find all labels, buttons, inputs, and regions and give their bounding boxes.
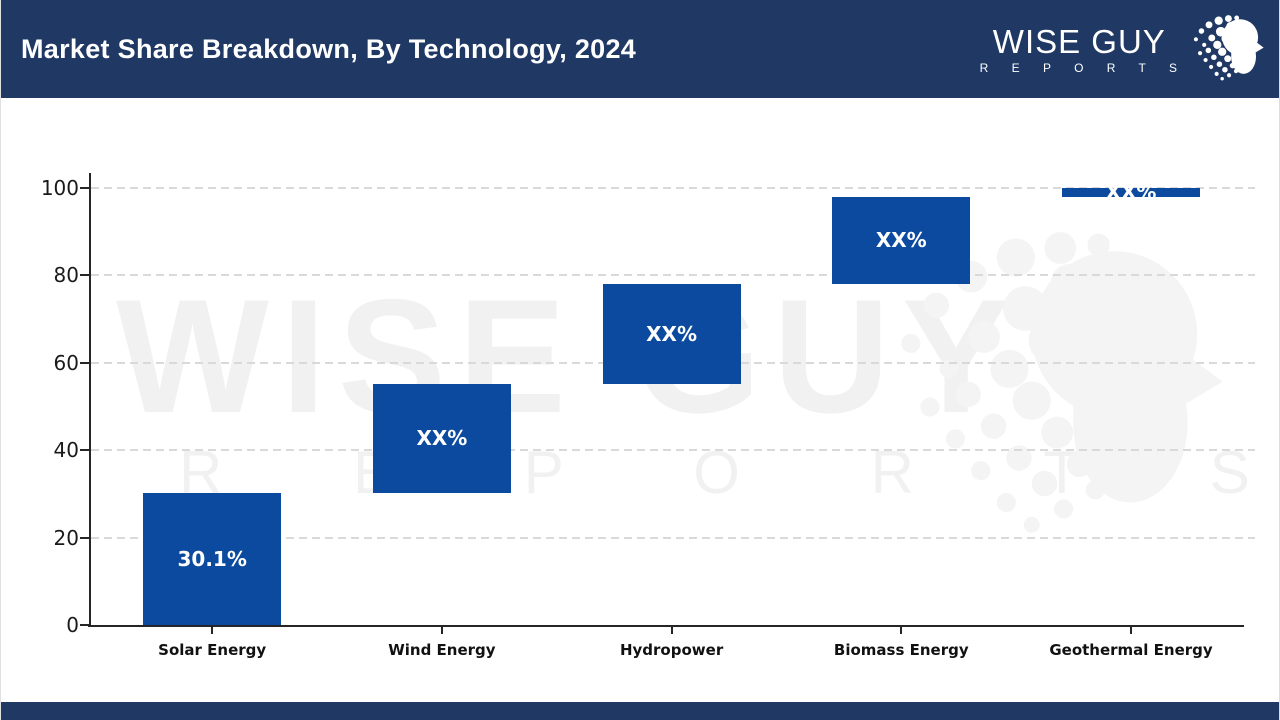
- y-tick-mark: [80, 624, 89, 626]
- y-tick-mark: [80, 536, 89, 539]
- x-tick-mark: [670, 627, 673, 634]
- y-tick-mark: [80, 361, 89, 364]
- brand-logo: WISE GUY R E P O R T S: [972, 13, 1265, 85]
- bar-value-label: 30.1%: [177, 547, 247, 572]
- y-tick-label: 100: [40, 175, 79, 200]
- bar-value-label: XX%: [875, 228, 927, 253]
- x-tick-mark: [1130, 627, 1132, 634]
- face-logo-icon: [1189, 13, 1265, 85]
- bar: XX%: [602, 283, 741, 384]
- y-tick-label: 80: [53, 263, 79, 287]
- x-axis-line: [88, 625, 1244, 627]
- gridline: [91, 274, 1255, 276]
- x-axis-category-label: Hydropower: [619, 641, 724, 659]
- y-tick-mark: [80, 449, 89, 451]
- y-tick-label: 60: [53, 350, 79, 375]
- y-tick-label: 0: [66, 613, 79, 637]
- x-axis-category-label: Geothermal Energy: [1049, 641, 1213, 659]
- bar: XX%: [1062, 182, 1200, 202]
- chart-title: Market Share Breakdown, By Technology, 2…: [21, 33, 637, 64]
- gridline: [91, 536, 1255, 539]
- bar: 30.1%: [143, 493, 282, 625]
- y-tick-mark: [80, 186, 89, 189]
- brand-name: WISE GUY: [992, 22, 1166, 60]
- gridline: [91, 449, 1255, 451]
- x-tick-mark: [900, 627, 903, 634]
- x-axis-category-label: Solar Energy: [158, 641, 267, 659]
- x-axis-category-label: Biomass Energy: [833, 641, 969, 659]
- footer-bar: [1, 702, 1279, 720]
- x-axis-category-label: Wind Energy: [388, 641, 496, 659]
- y-axis-line: [89, 173, 91, 627]
- brand-subtitle: R E P O R T S: [979, 60, 1187, 75]
- bar-value-label: XX%: [1105, 180, 1157, 205]
- header-bar: Market Share Breakdown, By Technology, 2…: [1, 0, 1279, 98]
- x-tick-mark: [440, 627, 443, 634]
- brand-logo-text: WISE GUY R E P O R T S: [972, 25, 1187, 74]
- x-tick-mark: [211, 627, 214, 634]
- gridline: [91, 186, 1255, 189]
- bar: XX%: [372, 383, 511, 494]
- watermark-text: WISE GUY: [116, 266, 1023, 447]
- y-tick-label: 20: [53, 525, 79, 550]
- y-tick-mark: [80, 274, 89, 276]
- bar-value-label: XX%: [416, 426, 468, 451]
- y-tick-label: 40: [53, 438, 79, 462]
- bar: XX%: [832, 197, 971, 284]
- bar-value-label: XX%: [646, 321, 698, 346]
